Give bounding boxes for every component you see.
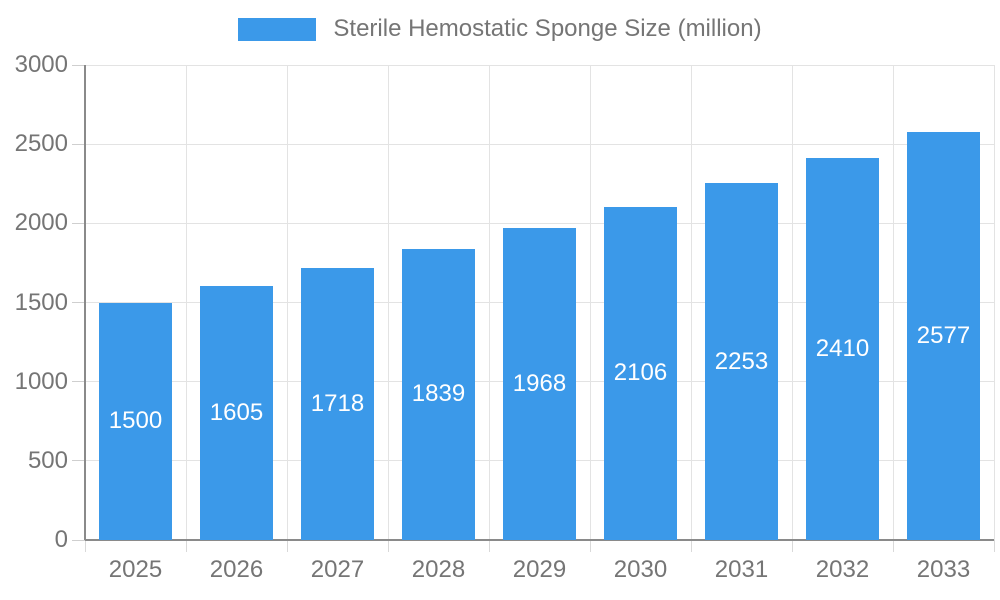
- bar-value-label: 1500: [108, 407, 163, 435]
- bar-2031[interactable]: 2253: [705, 183, 778, 540]
- y-gridline: [85, 64, 994, 66]
- x-axis-tick: [185, 540, 187, 552]
- y-axis-tick: [72, 460, 85, 462]
- bar-2030[interactable]: 2106: [604, 206, 677, 540]
- y-gridline: [85, 222, 994, 224]
- bar-value-label: 2577: [916, 321, 971, 349]
- bar-value-label: 1839: [411, 380, 466, 408]
- x-axis-label-2027: 2027: [310, 556, 365, 583]
- y-axis-label: 3000: [14, 51, 68, 78]
- x-gridline: [892, 65, 894, 540]
- legend[interactable]: Sterile Hemostatic Sponge Size (million): [0, 13, 1000, 45]
- x-axis-label-2030: 2030: [613, 556, 668, 583]
- x-gridline: [185, 65, 187, 540]
- y-axis-tick: [72, 64, 85, 66]
- bar-value-label: 1718: [310, 389, 365, 417]
- x-gridline: [791, 65, 793, 540]
- x-axis-tick: [488, 540, 490, 552]
- bar-value-label: 2253: [714, 347, 769, 375]
- bar-2029[interactable]: 1968: [503, 228, 576, 540]
- x-gridline: [488, 65, 490, 540]
- bar-value-label: 2106: [613, 359, 668, 387]
- y-axis-tick: [72, 143, 85, 145]
- y-axis-tick: [72, 539, 85, 541]
- x-axis-tick: [286, 540, 288, 552]
- y-axis-line: [84, 65, 86, 540]
- x-axis-label-2032: 2032: [815, 556, 870, 583]
- x-gridline: [286, 65, 288, 540]
- bar-2032[interactable]: 2410: [806, 158, 879, 540]
- x-axis-tick: [690, 540, 692, 552]
- bar-2033[interactable]: 2577: [907, 131, 980, 540]
- y-axis-tick: [72, 302, 85, 303]
- y-axis-label: 0: [54, 526, 68, 553]
- bar-2028[interactable]: 1839: [402, 248, 475, 540]
- bar-value-label: 1968: [512, 370, 567, 398]
- y-axis-label: 500: [27, 446, 68, 474]
- x-gridline: [690, 65, 692, 540]
- y-axis-label: 1500: [14, 288, 68, 316]
- legend-swatch: [238, 17, 317, 41]
- y-axis-tick: [72, 381, 85, 383]
- bar-2025[interactable]: 1500: [99, 302, 172, 540]
- x-axis-tick: [589, 540, 591, 552]
- x-axis-tick: [993, 540, 995, 552]
- bar-value-label: 1605: [209, 398, 264, 426]
- y-axis-label: 2000: [14, 209, 68, 237]
- bar-value-label: 2410: [815, 335, 870, 363]
- y-gridline: [85, 143, 994, 145]
- x-gridline: [589, 65, 591, 540]
- x-gridline: [387, 65, 389, 540]
- x-axis-tick: [84, 540, 86, 552]
- y-axis-tick: [72, 222, 85, 224]
- x-axis-tick: [791, 540, 793, 552]
- x-axis-label-2026: 2026: [209, 556, 264, 583]
- x-axis-label-2025: 2025: [108, 556, 163, 583]
- x-axis-tick: [892, 540, 894, 552]
- x-gridline: [993, 65, 995, 540]
- x-axis-label-2029: 2029: [512, 556, 567, 583]
- x-axis-label-2028: 2028: [411, 556, 466, 583]
- y-axis-label: 1000: [14, 367, 68, 395]
- x-axis-tick: [387, 540, 389, 552]
- x-axis-label-2033: 2033: [916, 556, 971, 583]
- legend-label: Sterile Hemostatic Sponge Size (million): [333, 15, 762, 42]
- bar-2026[interactable]: 1605: [200, 285, 273, 540]
- y-axis-label: 2500: [14, 130, 68, 158]
- bar-2027[interactable]: 1718: [301, 267, 374, 540]
- x-axis-label-2031: 2031: [714, 556, 769, 583]
- x-axis-line: [85, 539, 994, 541]
